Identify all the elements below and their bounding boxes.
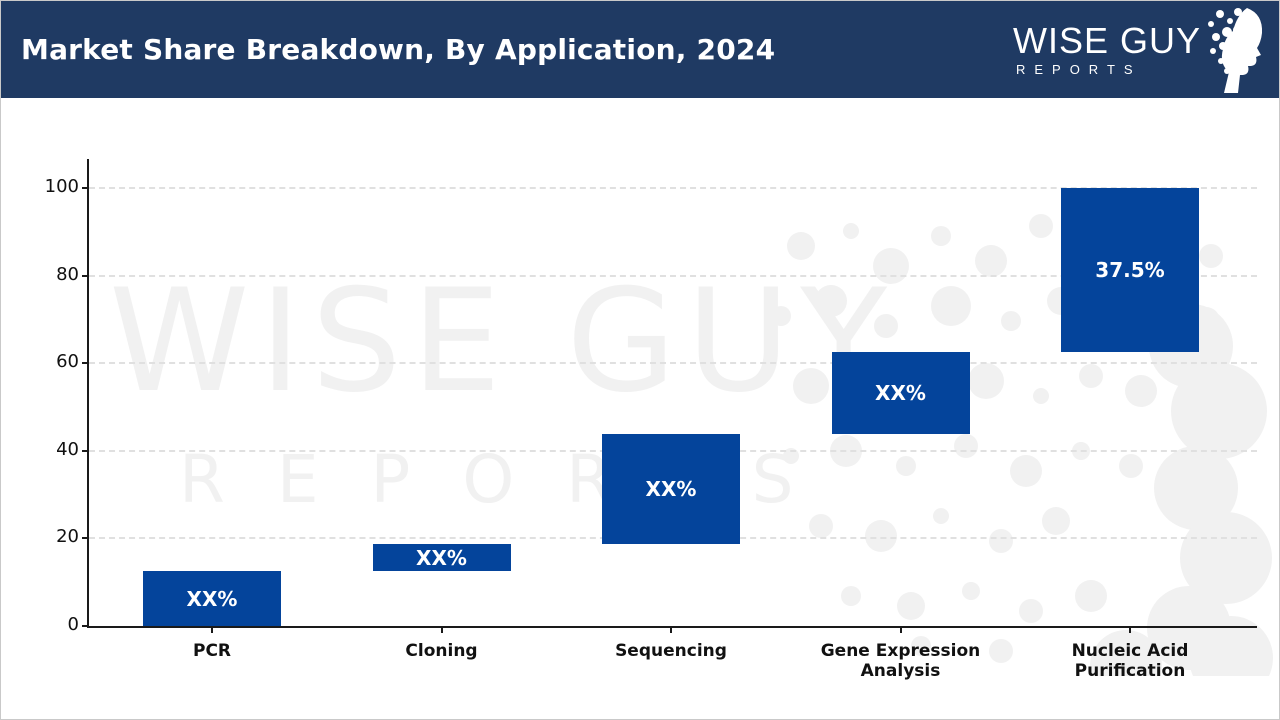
bar-cloning: XX% xyxy=(372,543,511,572)
bar-value-label: XX% xyxy=(186,586,238,611)
gridline-100 xyxy=(89,187,1257,189)
bar-value-label: XX% xyxy=(416,545,467,570)
y-tick-label-40: 40 xyxy=(56,438,79,460)
x-tick-mark-0 xyxy=(211,626,213,633)
gridline-60 xyxy=(89,362,1257,365)
y-axis-spine xyxy=(87,159,89,628)
x-axis-label-4: Nucleic Acid Purification xyxy=(1071,641,1189,681)
x-tick-mark-1 xyxy=(440,626,443,633)
y-tick-label-80: 80 xyxy=(56,263,79,285)
bar-value-label: 37.5% xyxy=(1095,258,1165,283)
header: Market Share Breakdown, By Application, … xyxy=(1,1,1279,98)
gridline-80 xyxy=(89,274,1257,277)
y-tick-mark-0 xyxy=(82,625,89,627)
x-tick-mark-4 xyxy=(1129,626,1131,633)
page-title: Market Share Breakdown, By Application, … xyxy=(21,33,776,66)
watermark-wordmark: WISE GUY xyxy=(109,259,897,424)
y-tick-label-0: 0 xyxy=(67,614,79,635)
bar-value-label: XX% xyxy=(645,477,697,502)
y-tick-label-20: 20 xyxy=(56,526,79,548)
x-axis-spine xyxy=(87,626,1257,628)
x-axis-label-0: PCR xyxy=(192,641,232,661)
y-tick-mark-100 xyxy=(82,187,89,189)
y-tick-mark-20 xyxy=(82,537,89,540)
x-tick-mark-2 xyxy=(670,626,672,633)
x-tick-mark-3 xyxy=(899,626,902,633)
y-tick-mark-60 xyxy=(82,362,89,365)
y-tick-mark-80 xyxy=(82,274,89,277)
y-tick-mark-40 xyxy=(82,449,89,452)
bar-pcr: XX% xyxy=(143,571,281,626)
y-tick-label-100: 100 xyxy=(44,176,79,197)
logo-wordmark: WISE GUY REPORTS xyxy=(1012,20,1201,77)
wiseguy-logo: WISE GUY REPORTS xyxy=(1013,6,1265,94)
logo-head-icon xyxy=(1208,7,1263,93)
x-axis-label-1: Cloning xyxy=(405,641,478,661)
logo-brand-name: WISE GUY xyxy=(1012,20,1201,61)
bar-gene-expression-analysis: XX% xyxy=(831,352,970,435)
bar-sequencing: XX% xyxy=(602,434,740,544)
x-axis-label-3: Gene Expression Analysis xyxy=(820,641,981,681)
y-tick-label-60: 60 xyxy=(56,351,79,373)
logo-brand-sub: REPORTS xyxy=(1015,62,1142,77)
x-axis-label-2: Sequencing xyxy=(615,641,727,661)
bar-value-label: XX% xyxy=(875,381,926,406)
bar-nucleic-acid-purification: 37.5% xyxy=(1061,188,1199,353)
